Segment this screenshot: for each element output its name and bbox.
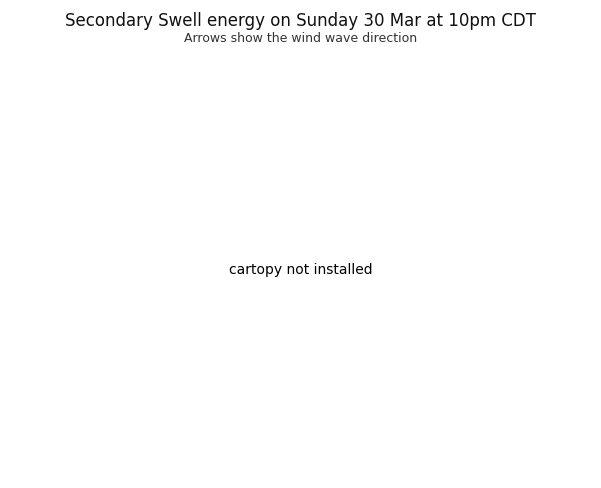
Text: cartopy not installed: cartopy not installed: [229, 263, 372, 277]
Text: Secondary Swell energy on Sunday 30 Mar at 10pm CDT: Secondary Swell energy on Sunday 30 Mar …: [65, 12, 536, 30]
Text: Arrows show the wind wave direction: Arrows show the wind wave direction: [184, 32, 417, 45]
